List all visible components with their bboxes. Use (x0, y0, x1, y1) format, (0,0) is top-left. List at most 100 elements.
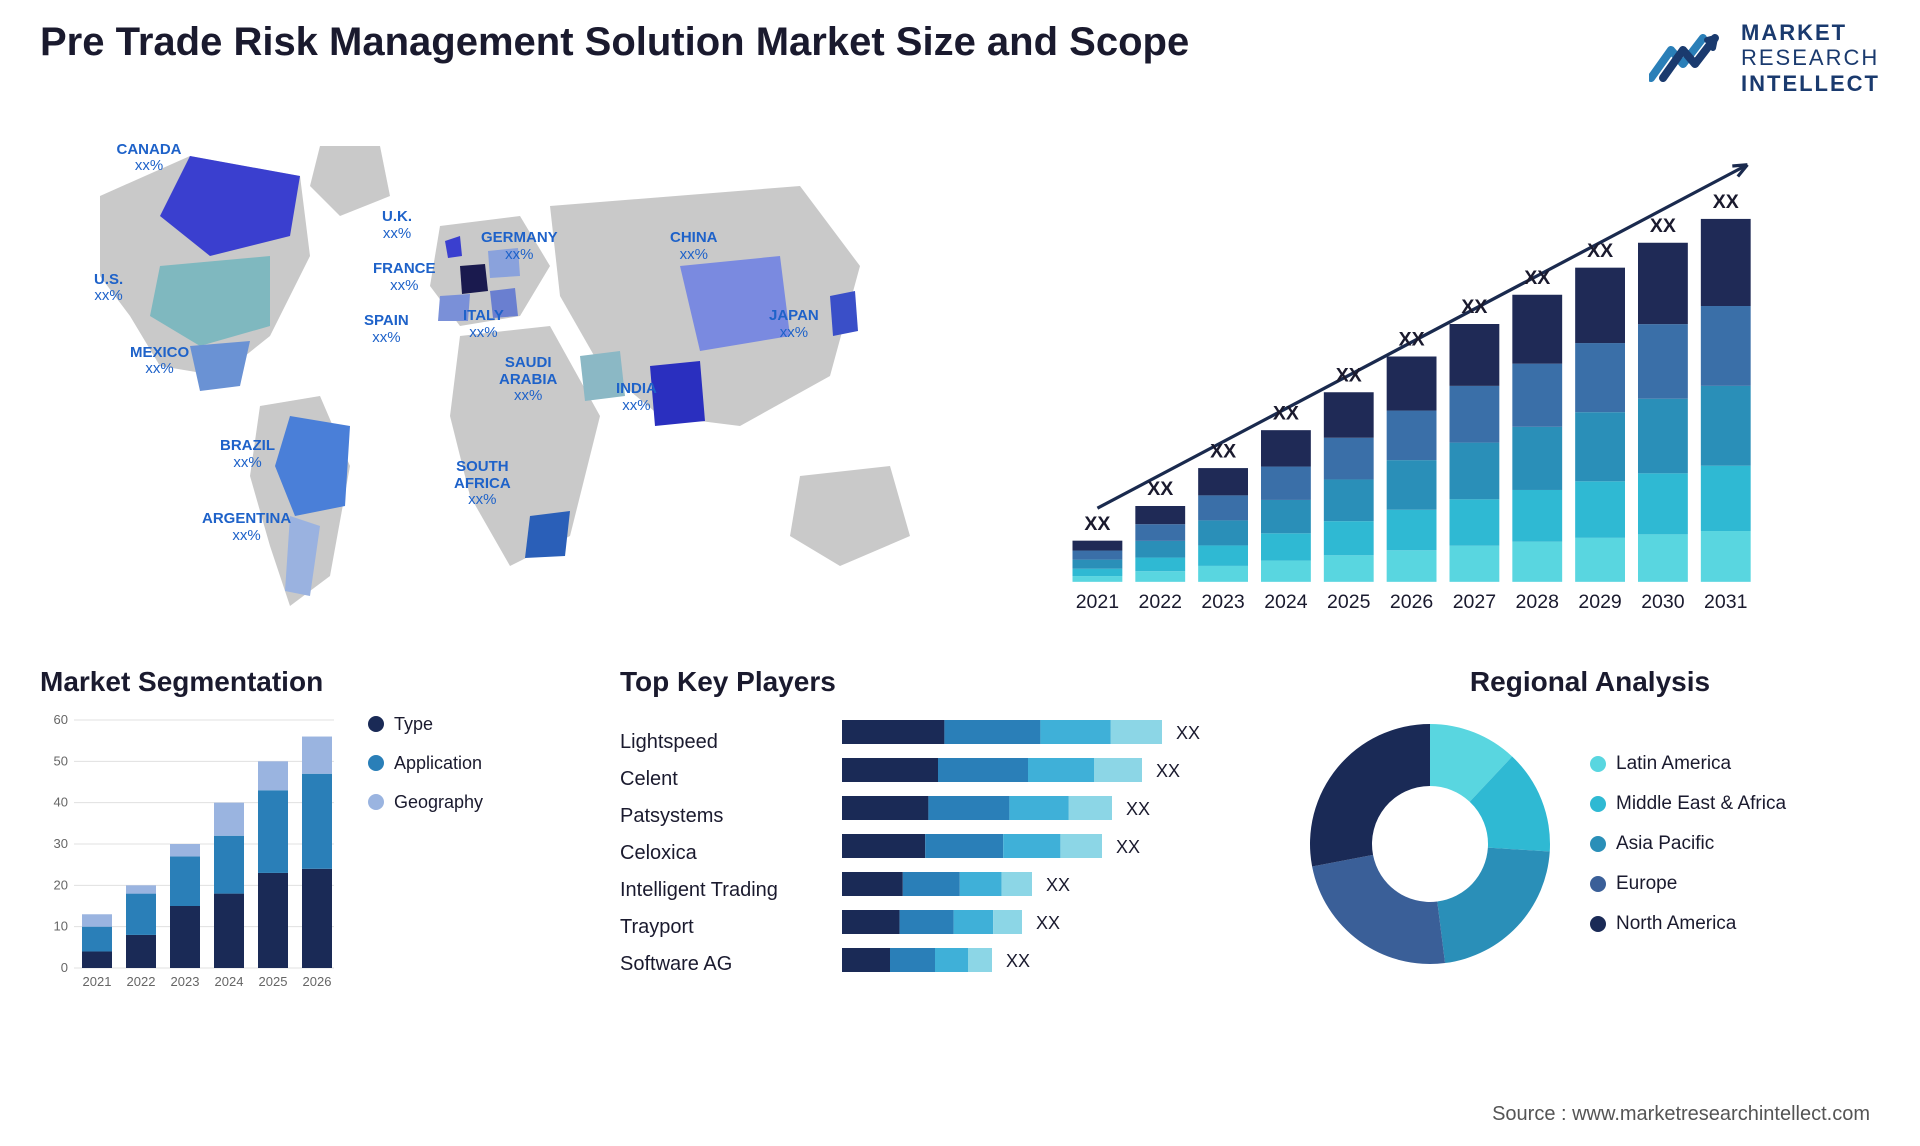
legend-label: Middle East & Africa (1616, 793, 1786, 815)
map-label-saudi-arabia: SAUDIARABIAxx% (499, 355, 557, 405)
swatch-icon (368, 716, 384, 732)
svg-text:2026: 2026 (1390, 591, 1433, 613)
svg-text:XX: XX (1587, 240, 1613, 262)
player-label-patsystems: Patsystems (620, 805, 830, 828)
svg-text:2022: 2022 (127, 974, 156, 989)
svg-text:2027: 2027 (1453, 591, 1496, 613)
regional-legend: Latin America Middle East & Africa Asia Pa… (1590, 753, 1786, 935)
svg-text:0: 0 (61, 960, 68, 975)
svg-text:60: 60 (54, 714, 68, 727)
legend-label: North America (1616, 913, 1736, 935)
svg-text:2022: 2022 (1139, 591, 1182, 613)
legend-label: Application (394, 753, 482, 774)
svg-text:XX: XX (1524, 267, 1550, 289)
page-title: Pre Trade Risk Management Solution Marke… (40, 20, 1189, 65)
svg-text:2028: 2028 (1516, 591, 1559, 613)
legend-label: Asia Pacific (1616, 833, 1714, 855)
map-label-france: FRANCExx% (373, 261, 436, 294)
region-legend-north-america: North America (1590, 913, 1786, 935)
logo-line3: INTELLECT (1741, 71, 1880, 96)
legend-label: Type (394, 714, 433, 735)
svg-text:2024: 2024 (215, 974, 244, 989)
swatch-icon (1590, 916, 1606, 932)
map-label-spain: SPAINxx% (364, 313, 409, 346)
regional-donut (1300, 714, 1560, 974)
segmentation-title: Market Segmentation (40, 666, 580, 698)
region-legend-europe: Europe (1590, 873, 1786, 895)
map-label-canada: CANADAxx% (117, 142, 182, 175)
source-credit: Source : www.marketresearchintellect.com (1492, 1103, 1870, 1126)
segmentation-panel: Market Segmentation 01020304050602021202… (40, 666, 580, 994)
logo-line1: MARKET (1741, 20, 1880, 45)
svg-text:XX: XX (1084, 513, 1110, 535)
swatch-icon (368, 794, 384, 810)
svg-text:XX: XX (1116, 837, 1140, 857)
svg-text:2023: 2023 (171, 974, 200, 989)
growth-chart-panel: XX2021XX2022XX2023XX2024XX2025XX2026XX20… (980, 116, 1880, 636)
svg-text:XX: XX (1461, 296, 1487, 318)
svg-text:2031: 2031 (1704, 591, 1747, 613)
svg-text:30: 30 (54, 836, 68, 851)
seg-legend-application: Application (368, 753, 483, 774)
player-label-intelligent-trading: Intelligent Trading (620, 879, 830, 902)
svg-text:XX: XX (1176, 723, 1200, 743)
swatch-icon (1590, 836, 1606, 852)
map-label-india: INDIAxx% (616, 381, 657, 414)
svg-text:XX: XX (1046, 875, 1070, 895)
swatch-icon (1590, 796, 1606, 812)
svg-text:2026: 2026 (303, 974, 332, 989)
svg-text:2025: 2025 (1327, 591, 1371, 613)
player-label-celoxica: Celoxica (620, 842, 830, 865)
map-label-brazil: BRAZILxx% (220, 438, 275, 471)
svg-text:XX: XX (1273, 402, 1299, 424)
legend-label: Latin America (1616, 753, 1731, 775)
logo-line2: RESEARCH (1741, 45, 1880, 70)
svg-text:XX: XX (1336, 364, 1362, 386)
svg-text:2025: 2025 (259, 974, 288, 989)
map-label-argentina: ARGENTINAxx% (202, 511, 291, 544)
svg-text:XX: XX (1036, 913, 1060, 933)
legend-label: Europe (1616, 873, 1677, 895)
region-legend-middle-east-africa: Middle East & Africa (1590, 793, 1786, 815)
brand-logo: MARKET RESEARCH INTELLECT (1649, 20, 1880, 96)
svg-text:XX: XX (1713, 191, 1739, 213)
regional-panel: Regional Analysis Latin AmericaMiddle Ea… (1300, 666, 1880, 994)
swatch-icon (1590, 876, 1606, 892)
svg-text:2021: 2021 (83, 974, 112, 989)
seg-legend-geography: Geography (368, 792, 483, 813)
growth-chart: XX2021XX2022XX2023XX2024XX2025XX2026XX20… (980, 116, 1880, 636)
svg-text:XX: XX (1156, 761, 1180, 781)
players-labels: Lightspeed Celent Patsystems Celoxica Intell… (620, 714, 830, 994)
svg-text:XX: XX (1210, 440, 1236, 462)
segmentation-legend: Type Application Geography (368, 714, 483, 813)
players-chart: XXXXXXXXXXXXXX (842, 714, 1242, 994)
svg-text:50: 50 (54, 753, 68, 768)
svg-text:20: 20 (54, 877, 68, 892)
svg-text:2030: 2030 (1641, 591, 1685, 613)
svg-text:2024: 2024 (1264, 591, 1308, 613)
swatch-icon (368, 755, 384, 771)
svg-text:40: 40 (54, 795, 68, 810)
region-legend-latin-america: Latin America (1590, 753, 1786, 775)
logo-icon (1649, 30, 1729, 86)
map-label-italy: ITALYxx% (463, 308, 504, 341)
svg-text:XX: XX (1147, 478, 1173, 500)
player-label-lightspeed: Lightspeed (620, 731, 830, 754)
player-label-trayport: Trayport (620, 916, 830, 939)
map-label-japan: JAPANxx% (769, 308, 819, 341)
player-label-software-ag: Software AG (620, 953, 830, 976)
map-label-u-s-: U.S.xx% (94, 272, 123, 305)
svg-text:XX: XX (1650, 215, 1676, 237)
world-map-panel: CANADAxx%U.S.xx%MEXICOxx%BRAZILxx%ARGENT… (40, 116, 940, 636)
seg-legend-type: Type (368, 714, 483, 735)
map-label-china: CHINAxx% (670, 230, 718, 263)
player-label-celent: Celent (620, 768, 830, 791)
map-label-south-africa: SOUTHAFRICAxx% (454, 459, 511, 509)
svg-text:XX: XX (1399, 329, 1425, 351)
legend-label: Geography (394, 792, 483, 813)
segmentation-chart: 0102030405060202120222023202420252026 (40, 714, 340, 994)
map-label-u-k-: U.K.xx% (382, 209, 412, 242)
swatch-icon (1590, 756, 1606, 772)
players-title: Top Key Players (620, 666, 1260, 698)
players-panel: Top Key Players Lightspeed Celent Patsyste… (620, 666, 1260, 994)
